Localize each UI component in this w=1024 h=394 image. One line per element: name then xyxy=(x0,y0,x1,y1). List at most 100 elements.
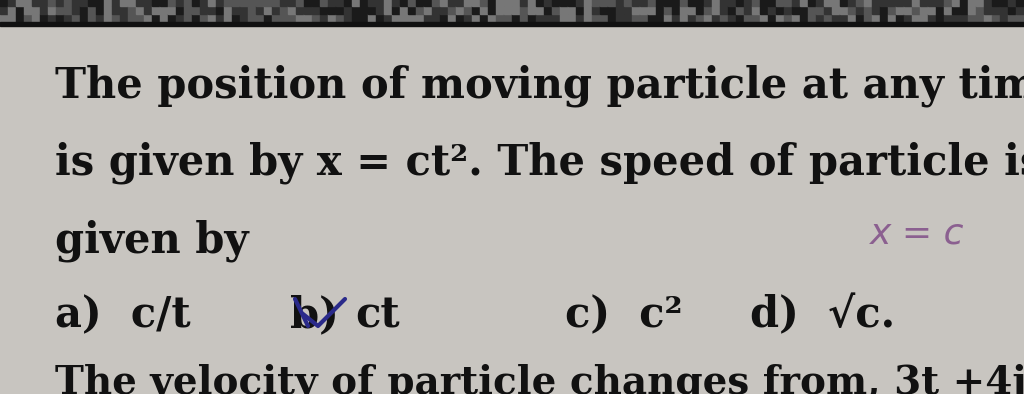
Bar xyxy=(8,14,16,22)
Bar xyxy=(856,6,864,14)
Bar xyxy=(480,0,488,6)
Bar xyxy=(240,6,248,14)
Bar xyxy=(456,14,464,22)
Bar xyxy=(696,6,705,14)
Bar xyxy=(528,6,536,14)
Bar xyxy=(344,14,352,22)
Bar xyxy=(648,14,656,22)
Bar xyxy=(616,14,624,22)
Bar xyxy=(376,0,384,6)
Bar xyxy=(0,6,8,14)
Bar xyxy=(296,14,304,22)
Bar xyxy=(808,14,816,22)
Bar xyxy=(319,6,328,14)
Bar xyxy=(968,14,976,22)
Bar xyxy=(376,14,384,22)
Bar xyxy=(864,0,872,6)
Bar xyxy=(432,0,440,6)
Bar xyxy=(552,14,560,22)
Bar xyxy=(296,0,304,6)
Bar xyxy=(696,0,705,6)
Bar xyxy=(208,14,216,22)
Bar xyxy=(456,6,464,14)
Bar xyxy=(600,14,608,22)
Bar xyxy=(984,0,992,6)
Bar xyxy=(976,14,984,22)
Bar xyxy=(112,0,120,6)
Bar xyxy=(424,6,432,14)
Bar xyxy=(768,6,776,14)
Bar xyxy=(488,14,496,22)
Bar xyxy=(200,6,208,14)
Bar xyxy=(888,6,896,14)
Bar xyxy=(312,0,319,6)
Bar xyxy=(864,14,872,22)
Bar xyxy=(80,6,88,14)
Bar xyxy=(1000,6,1008,14)
Bar xyxy=(512,6,520,14)
Bar xyxy=(880,6,888,14)
Text: is given by x = ct². The speed of particle is: is given by x = ct². The speed of partic… xyxy=(55,141,1024,184)
Bar xyxy=(400,14,408,22)
Bar xyxy=(336,6,344,14)
Bar xyxy=(336,14,344,22)
Bar xyxy=(840,0,848,6)
Bar xyxy=(400,6,408,14)
Bar xyxy=(568,6,575,14)
Bar xyxy=(232,0,240,6)
Bar xyxy=(376,6,384,14)
Bar xyxy=(920,14,928,22)
Bar xyxy=(176,6,184,14)
Bar xyxy=(16,14,24,22)
Bar xyxy=(992,14,1000,22)
Bar xyxy=(584,6,592,14)
Bar xyxy=(63,6,72,14)
Bar xyxy=(128,0,136,6)
Bar xyxy=(464,6,472,14)
Bar xyxy=(392,0,400,6)
Bar xyxy=(961,6,968,14)
Bar xyxy=(632,6,640,14)
Bar xyxy=(536,0,544,6)
Bar xyxy=(856,14,864,22)
Bar xyxy=(664,0,672,6)
Bar xyxy=(824,0,831,6)
Bar xyxy=(584,0,592,6)
Bar xyxy=(872,6,880,14)
Bar xyxy=(264,14,272,22)
Bar xyxy=(696,14,705,22)
Bar xyxy=(768,0,776,6)
Bar xyxy=(552,0,560,6)
Bar xyxy=(288,0,296,6)
Bar xyxy=(63,14,72,22)
Bar xyxy=(592,6,600,14)
Bar xyxy=(120,0,128,6)
Bar xyxy=(536,6,544,14)
Bar xyxy=(520,14,528,22)
Bar xyxy=(840,6,848,14)
Bar xyxy=(864,6,872,14)
Bar xyxy=(472,6,480,14)
Bar xyxy=(224,6,232,14)
Bar xyxy=(440,14,449,22)
Bar xyxy=(544,14,552,22)
Bar xyxy=(144,6,152,14)
Bar xyxy=(16,0,24,6)
Bar xyxy=(504,0,512,6)
Bar xyxy=(656,14,664,22)
Bar xyxy=(392,6,400,14)
Bar xyxy=(416,14,424,22)
Bar xyxy=(384,14,392,22)
Bar xyxy=(0,0,8,6)
Bar xyxy=(720,6,728,14)
Bar xyxy=(1008,14,1016,22)
Bar xyxy=(728,6,736,14)
Bar xyxy=(800,0,808,6)
Bar xyxy=(32,0,40,6)
Bar xyxy=(792,14,800,22)
Bar xyxy=(488,0,496,6)
Bar xyxy=(736,6,744,14)
Bar xyxy=(504,6,512,14)
Bar xyxy=(831,14,840,22)
Bar xyxy=(72,14,80,22)
